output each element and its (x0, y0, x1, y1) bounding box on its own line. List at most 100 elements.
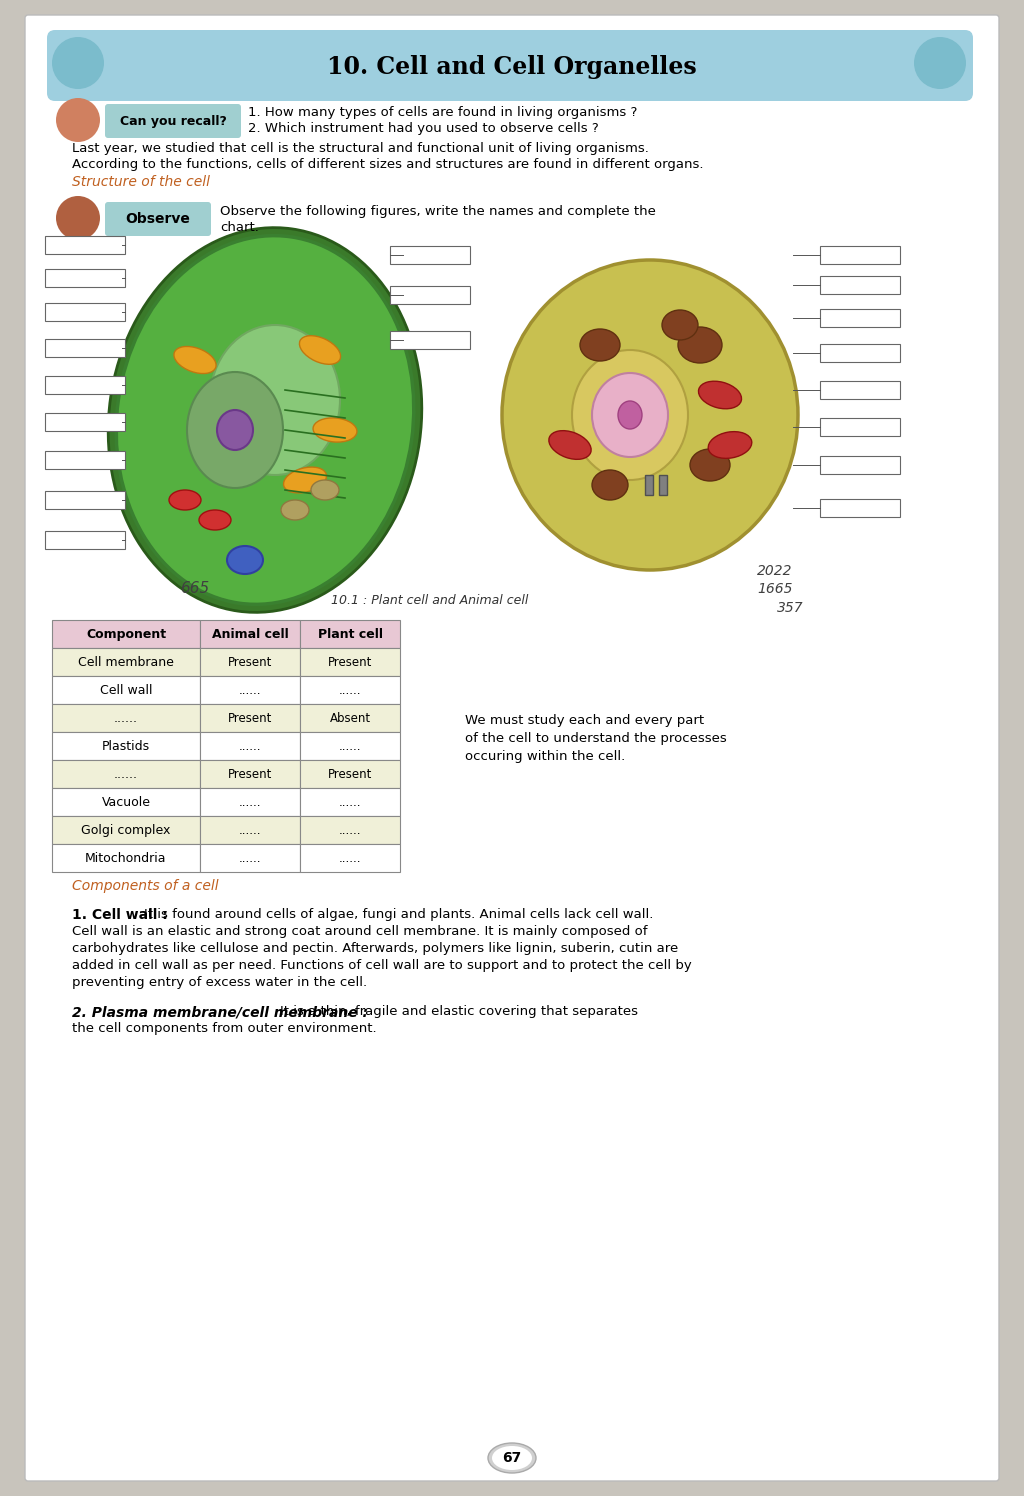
Text: Animal cell: Animal cell (212, 627, 289, 640)
Ellipse shape (592, 470, 628, 500)
Bar (390, 331, 470, 349)
Text: 10.1 : Plant cell and Animal cell: 10.1 : Plant cell and Animal cell (332, 594, 528, 606)
Text: 2. Which instrument had you used to observe cells ?: 2. Which instrument had you used to obse… (248, 121, 599, 135)
Text: Component: Component (86, 627, 166, 640)
Bar (52, 788, 200, 815)
Text: 10. Cell and Cell Organelles: 10. Cell and Cell Organelles (327, 55, 697, 79)
Text: According to the functions, cells of different sizes and structures are found in: According to the functions, cells of dif… (72, 157, 703, 171)
Text: 357: 357 (776, 601, 803, 615)
Bar (659, 476, 667, 495)
Ellipse shape (217, 410, 253, 450)
Bar (200, 676, 300, 705)
FancyBboxPatch shape (47, 30, 973, 102)
Bar (52, 844, 200, 872)
Text: Present: Present (328, 767, 372, 781)
Text: We must study each and every part: We must study each and every part (465, 714, 705, 727)
Bar (200, 619, 300, 648)
Ellipse shape (116, 236, 414, 604)
Text: Cell membrane: Cell membrane (78, 655, 174, 669)
Text: 2. Plasma membrane/cell membrane :: 2. Plasma membrane/cell membrane : (72, 1005, 373, 1019)
Text: chart.: chart. (220, 220, 259, 233)
FancyBboxPatch shape (25, 15, 999, 1481)
Text: ......: ...... (239, 796, 261, 808)
Text: Cell wall: Cell wall (99, 684, 153, 697)
Text: It is found around cells of algae, fungi and plants. Animal cells lack cell wall: It is found around cells of algae, fungi… (144, 908, 653, 922)
Ellipse shape (56, 99, 100, 142)
Text: Present: Present (328, 655, 372, 669)
Ellipse shape (592, 373, 668, 456)
Text: ......: ...... (239, 684, 261, 697)
Bar (45, 375, 125, 393)
Text: 67: 67 (503, 1451, 521, 1465)
Text: ......: ...... (114, 712, 138, 724)
Bar (200, 844, 300, 872)
Bar (300, 619, 400, 648)
Bar (45, 340, 125, 358)
Ellipse shape (281, 500, 309, 521)
Text: ......: ...... (339, 684, 361, 697)
Ellipse shape (492, 1447, 532, 1471)
Text: added in cell wall as per need. Functions of cell wall are to support and to pro: added in cell wall as per need. Function… (72, 959, 692, 972)
Text: Mitochondria: Mitochondria (85, 851, 167, 865)
Text: ......: ...... (239, 739, 261, 752)
Bar (820, 344, 900, 362)
Ellipse shape (618, 401, 642, 429)
Bar (45, 491, 125, 509)
Bar (390, 245, 470, 263)
Bar (300, 676, 400, 705)
Text: ......: ...... (114, 767, 138, 781)
Bar (820, 275, 900, 295)
Text: Structure of the cell: Structure of the cell (72, 175, 210, 188)
Text: Components of a cell: Components of a cell (72, 880, 219, 893)
Ellipse shape (914, 37, 966, 88)
Text: Last year, we studied that cell is the structural and functional unit of living : Last year, we studied that cell is the s… (72, 142, 649, 154)
Ellipse shape (299, 335, 341, 365)
Ellipse shape (502, 260, 798, 570)
Ellipse shape (313, 417, 357, 443)
Text: 665: 665 (180, 580, 210, 595)
Bar (390, 286, 470, 304)
Text: carbohydrates like cellulose and pectin. Afterwards, polymers like lignin, suber: carbohydrates like cellulose and pectin.… (72, 942, 678, 954)
Text: Present: Present (227, 655, 272, 669)
Text: ......: ...... (339, 739, 361, 752)
Ellipse shape (109, 227, 422, 612)
Ellipse shape (187, 373, 283, 488)
Ellipse shape (169, 491, 201, 510)
Bar (200, 705, 300, 732)
Text: Observe: Observe (126, 212, 190, 226)
Bar (45, 269, 125, 287)
Ellipse shape (52, 37, 104, 88)
Text: 2022
1665: 2022 1665 (758, 564, 793, 595)
Bar (820, 310, 900, 328)
Bar (45, 531, 125, 549)
Bar (300, 648, 400, 676)
Text: Plant cell: Plant cell (317, 627, 383, 640)
Ellipse shape (690, 449, 730, 482)
Bar (300, 788, 400, 815)
Bar (820, 500, 900, 518)
Ellipse shape (56, 196, 100, 239)
Text: of the cell to understand the processes: of the cell to understand the processes (465, 732, 727, 745)
Bar (52, 760, 200, 788)
Ellipse shape (174, 347, 216, 374)
Bar (200, 732, 300, 760)
Bar (820, 417, 900, 435)
Bar (52, 815, 200, 844)
Ellipse shape (698, 381, 741, 408)
Ellipse shape (580, 329, 620, 361)
Text: Absent: Absent (330, 712, 371, 724)
Text: Present: Present (227, 712, 272, 724)
Bar (52, 732, 200, 760)
Ellipse shape (549, 431, 591, 459)
Bar (300, 844, 400, 872)
Text: ......: ...... (339, 823, 361, 836)
Text: Can you recall?: Can you recall? (120, 115, 226, 127)
FancyBboxPatch shape (105, 105, 241, 138)
Text: Plastids: Plastids (102, 739, 151, 752)
Text: Golgi complex: Golgi complex (81, 823, 171, 836)
Bar (200, 648, 300, 676)
Text: ......: ...... (339, 796, 361, 808)
Text: Present: Present (227, 767, 272, 781)
Bar (820, 245, 900, 263)
Text: occuring within the cell.: occuring within the cell. (465, 749, 626, 763)
